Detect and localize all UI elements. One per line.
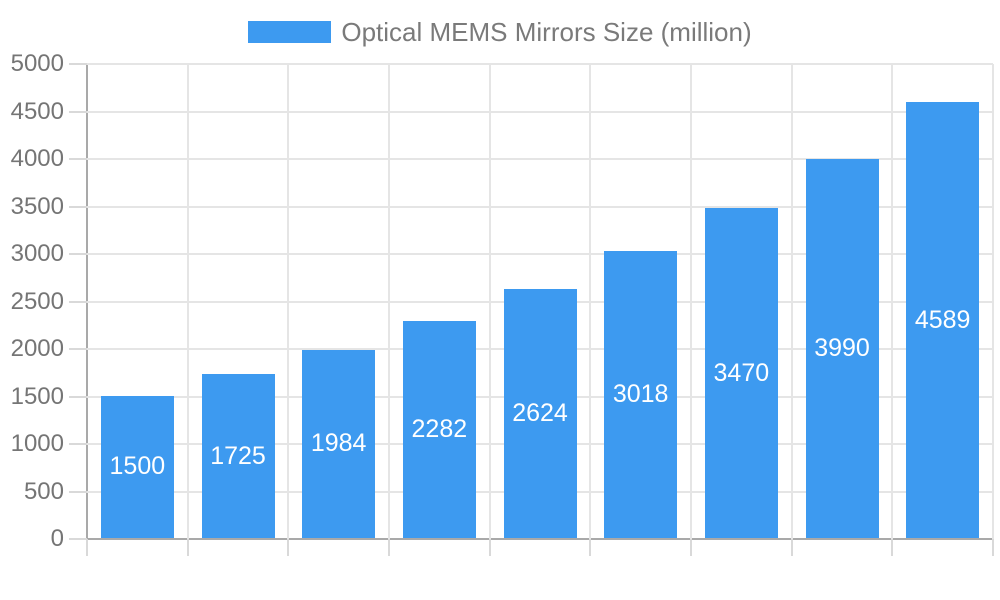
y-axis-tick-label: 2500 bbox=[10, 287, 64, 315]
bar-value-label: 2624 bbox=[512, 398, 568, 427]
bar[interactable]: 2282 bbox=[402, 321, 476, 538]
y-axis-tick-label: 1500 bbox=[10, 382, 64, 410]
x-tick-mark bbox=[790, 539, 793, 556]
y-axis-tick-label: 500 bbox=[23, 477, 64, 505]
y-axis-tick-label: 1000 bbox=[10, 430, 64, 457]
x-gridline bbox=[690, 64, 692, 539]
bar[interactable]: 4589 bbox=[906, 102, 980, 538]
y-tick-mark bbox=[69, 395, 87, 398]
x-gridline bbox=[186, 64, 189, 539]
x-gridline bbox=[388, 64, 390, 539]
x-gridline bbox=[992, 64, 994, 539]
x-gridline bbox=[891, 64, 894, 539]
x-tick-mark bbox=[992, 539, 994, 556]
y-tick-mark bbox=[69, 443, 87, 445]
y-gridline bbox=[87, 110, 993, 113]
x-tick-mark bbox=[388, 539, 390, 556]
y-tick-mark bbox=[69, 538, 87, 540]
y-axis-tick-label: 3500 bbox=[10, 192, 64, 220]
y-axis-tick-label: 4000 bbox=[10, 145, 64, 172]
bar[interactable]: 1500 bbox=[100, 395, 174, 538]
x-gridline bbox=[488, 64, 491, 539]
y-tick-mark bbox=[69, 158, 87, 160]
x-axis-line bbox=[87, 538, 993, 540]
y-tick-mark bbox=[69, 110, 87, 113]
x-gridline bbox=[287, 64, 290, 539]
bar[interactable]: 3470 bbox=[704, 208, 778, 538]
y-tick-mark bbox=[69, 300, 87, 303]
x-tick-mark bbox=[589, 539, 592, 556]
bar-value-label: 2282 bbox=[411, 415, 468, 444]
x-tick-mark bbox=[86, 539, 88, 556]
x-gridline bbox=[589, 64, 592, 539]
bar-value-label: 4589 bbox=[914, 305, 971, 334]
y-tick-mark bbox=[69, 348, 87, 350]
x-tick-mark bbox=[488, 539, 491, 556]
y-gridline bbox=[87, 158, 993, 160]
y-axis-tick-label: 3000 bbox=[10, 240, 64, 267]
y-gridline bbox=[87, 253, 993, 255]
bar-value-label: 1500 bbox=[109, 452, 166, 481]
legend-item[interactable]: Optical MEMS Mirrors Size (million) bbox=[248, 17, 752, 47]
y-tick-mark bbox=[69, 253, 87, 255]
x-tick-mark bbox=[690, 539, 692, 556]
x-tick-mark bbox=[287, 539, 290, 556]
legend-label: Optical MEMS Mirrors Size (million) bbox=[341, 17, 752, 47]
bar-value-label: 3990 bbox=[814, 333, 870, 362]
y-tick-mark bbox=[69, 63, 87, 65]
bar-value-label: 1984 bbox=[310, 429, 367, 458]
bar[interactable]: 2624 bbox=[503, 288, 577, 538]
bar-value-label: 1725 bbox=[210, 441, 266, 470]
x-tick-mark bbox=[891, 539, 894, 556]
bar-value-label: 3018 bbox=[612, 380, 669, 409]
plot-area: 0 500 1000 1500 2000 2500 3000 3500 4000 4500 5000… bbox=[11, 52, 994, 556]
bar[interactable]: 3990 bbox=[805, 158, 879, 538]
x-tick-mark bbox=[186, 539, 189, 556]
legend-swatch bbox=[248, 21, 332, 43]
y-axis-tick-label: 4500 bbox=[10, 97, 64, 125]
y-tick-mark bbox=[69, 490, 87, 493]
bar[interactable]: 1725 bbox=[201, 374, 275, 538]
y-gridline bbox=[87, 63, 993, 65]
bar-value-label: 3470 bbox=[713, 358, 770, 387]
y-axis-tick-label: 5000 bbox=[10, 50, 64, 77]
y-axis-tick-label: 2000 bbox=[10, 335, 64, 362]
bar[interactable]: 3018 bbox=[604, 251, 678, 538]
x-gridline bbox=[790, 64, 793, 539]
y-gridline bbox=[87, 205, 993, 208]
legend: Optical MEMS Mirrors Size (million) bbox=[0, 10, 1000, 54]
y-tick-mark bbox=[69, 205, 87, 208]
bar[interactable]: 1984 bbox=[302, 349, 376, 538]
y-axis-tick-label: 0 bbox=[50, 525, 64, 552]
